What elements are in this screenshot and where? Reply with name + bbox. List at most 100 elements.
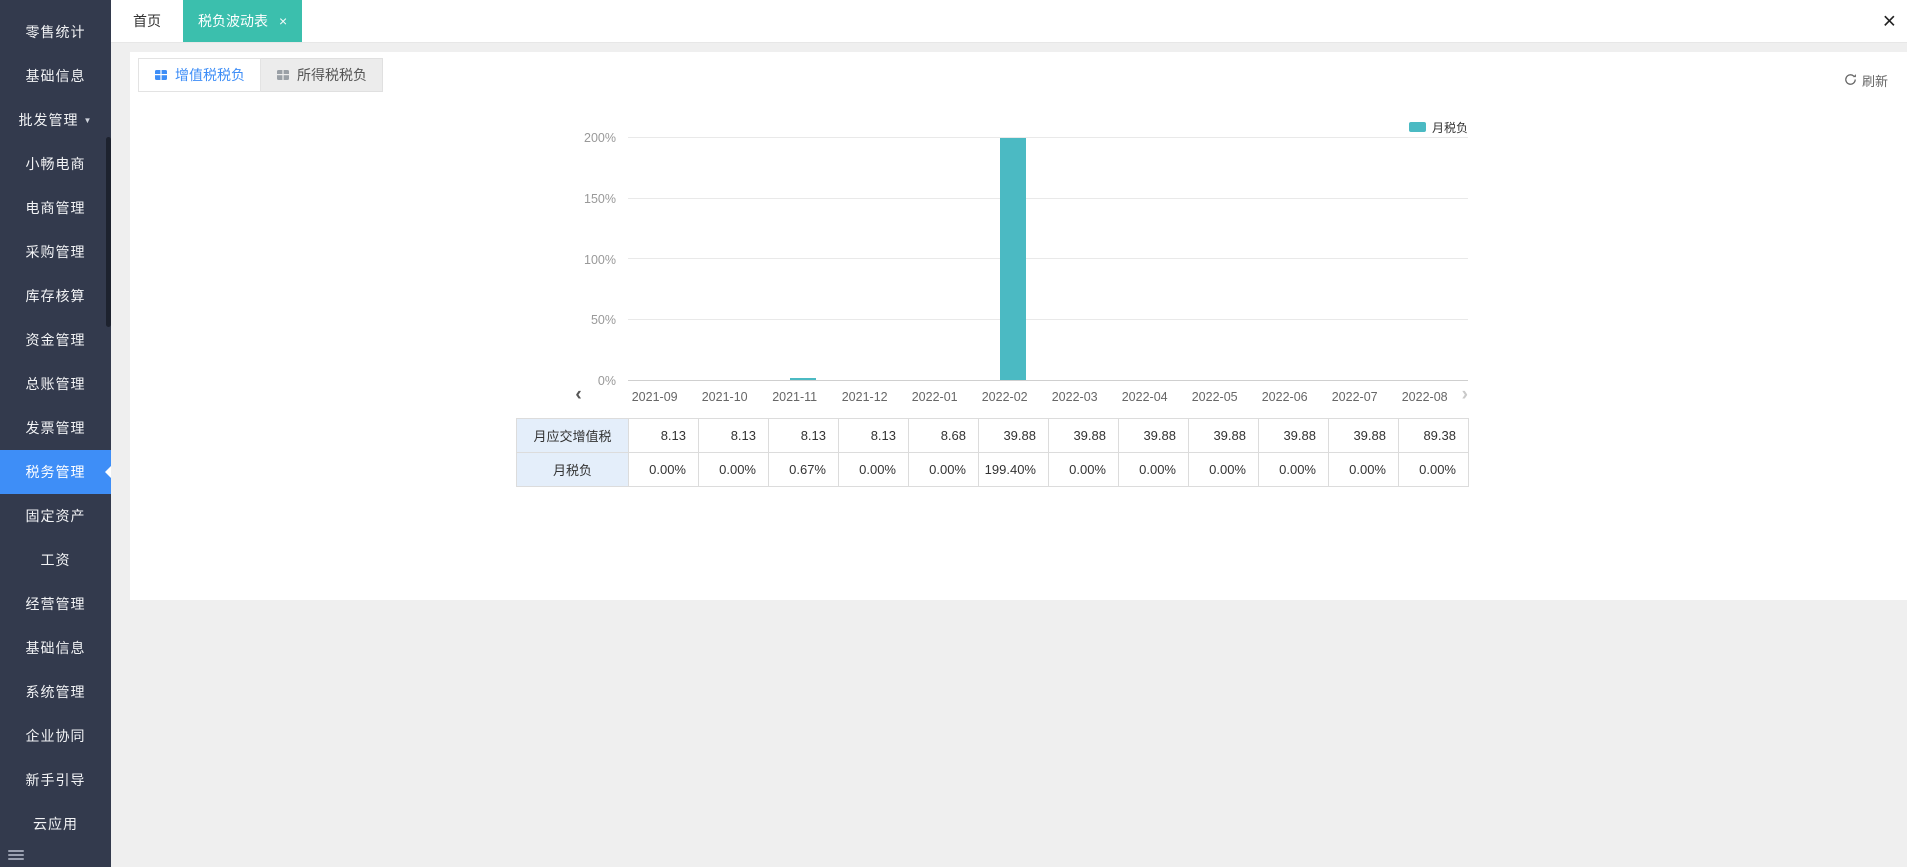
sidebar-item-label: 税务管理	[25, 464, 86, 480]
sidebar-item-11[interactable]: 固定资产	[0, 494, 111, 538]
sidebar-item-13[interactable]: 经营管理	[0, 582, 111, 626]
sidebar-item-17[interactable]: 新手引导	[0, 758, 111, 802]
x-tick-label: 2021-12	[841, 390, 888, 404]
top-tabbar: 首页 税负波动表 × ×	[111, 0, 1907, 43]
bar-2021-11	[790, 378, 816, 380]
table-icon	[154, 68, 168, 82]
table-cell: 0.00%	[838, 452, 909, 487]
bar-slot	[1258, 138, 1328, 380]
table-cell: 39.88	[1328, 418, 1399, 453]
x-tick-label: 2022-02	[981, 390, 1028, 404]
tab-income-tax-burden[interactable]: 所得税税负	[261, 58, 383, 92]
sidebar-item-label: 经营管理	[25, 596, 86, 612]
sidebar-item-label: 总账管理	[25, 376, 86, 392]
y-tick-label: 0%	[597, 374, 616, 388]
bar-slot	[768, 138, 838, 380]
legend-item[interactable]: 月税负	[516, 118, 1468, 136]
sidebar-item-15[interactable]: 系统管理	[0, 670, 111, 714]
refresh-icon	[1844, 73, 1857, 89]
x-tick-label: 2022-08	[1401, 390, 1448, 404]
sidebar-item-label: 小畅电商	[25, 156, 86, 172]
bar-slot	[1118, 138, 1188, 380]
sidebar-item-5[interactable]: 采购管理	[0, 230, 111, 274]
plot-area	[628, 137, 1468, 381]
sidebar-item-16[interactable]: 企业协同	[0, 714, 111, 758]
x-axis-spacer: ‹	[516, 381, 620, 405]
sidebar-scrollbar[interactable]	[106, 137, 111, 327]
tab-tax-fluctuation[interactable]: 税负波动表 ×	[183, 0, 303, 42]
sidebar-item-18[interactable]: 云应用	[0, 802, 111, 846]
bar-slot	[628, 138, 698, 380]
table-cell: 39.88	[978, 418, 1049, 453]
table-cell: 0.00%	[1188, 452, 1259, 487]
panel-tabs: 增值税税负 所得税税负	[130, 52, 1907, 92]
bar-slot	[1188, 138, 1258, 380]
table-cell: 0.00%	[1258, 452, 1329, 487]
row-header: 月应交增值税	[516, 418, 629, 453]
sidebar-item-4[interactable]: 电商管理	[0, 186, 111, 230]
gridline	[628, 258, 1468, 259]
table-cell: 0.00%	[908, 452, 979, 487]
tab-home[interactable]: 首页	[133, 13, 161, 29]
table-cell: 8.13	[698, 418, 769, 453]
launcher-menu-icon[interactable]	[7, 848, 25, 862]
refresh-button[interactable]: 刷新	[1844, 71, 1888, 90]
tab-close-icon[interactable]: ×	[279, 13, 288, 29]
sidebar-item-8[interactable]: 总账管理	[0, 362, 111, 406]
content-area: 增值税税负 所得税税负 刷新	[111, 43, 1907, 867]
sidebar-item-label: 系统管理	[25, 684, 86, 700]
sidebar-item-14[interactable]: 基础信息	[0, 626, 111, 670]
sidebar-item-7[interactable]: 资金管理	[0, 318, 111, 362]
y-tick-label: 150%	[584, 191, 616, 206]
x-tick-label: 2021-11	[772, 390, 818, 404]
sidebar-item-label: 电商管理	[25, 200, 86, 216]
sidebar-item-label: 工资	[40, 552, 71, 568]
bar-slot	[1398, 138, 1468, 380]
chart-next-arrow-icon[interactable]: ›	[1461, 384, 1468, 405]
sidebar-item-2[interactable]: 批发管理 ▼	[0, 98, 111, 142]
table-cell: 0.67%	[768, 452, 839, 487]
active-item-notch-icon	[105, 466, 111, 478]
sidebar-item-3[interactable]: 小畅电商	[0, 142, 111, 186]
bars	[628, 137, 1468, 380]
bar-slot	[908, 138, 978, 380]
sidebar-item-0[interactable]: 零售统计	[0, 10, 111, 54]
y-tick-label: 200%	[584, 131, 616, 145]
sidebar-item-label: 新手引导	[25, 772, 86, 788]
x-tick-label: 2021-10	[701, 390, 748, 404]
chart-prev-arrow-icon[interactable]: ‹	[575, 384, 582, 405]
table-cell: 39.88	[1188, 418, 1259, 453]
table-cell: 8.13	[628, 418, 699, 453]
sidebar-item-1[interactable]: 基础信息	[0, 54, 111, 98]
bar-slot	[698, 138, 768, 380]
sidebar-item-label: 采购管理	[25, 244, 86, 260]
x-tick-label: 2021-09	[631, 390, 678, 404]
table-cell: 0.00%	[698, 452, 769, 487]
table-cell: 0.00%	[1048, 452, 1119, 487]
x-labels: 2021-09 2021-10 2021-11 2021-12 2022-01 2022-…	[620, 381, 1460, 404]
table-cell: 89.38	[1398, 418, 1469, 453]
x-tick-label: 2022-04	[1121, 390, 1168, 404]
x-axis: ‹ 2021-09 2021-10 2021-11 2021-12 2022-01 202…	[516, 381, 1468, 404]
sidebar-item-label: 基础信息	[25, 640, 86, 656]
sidebar-item-6[interactable]: 库存核算	[0, 274, 111, 318]
gridline	[628, 197, 1468, 199]
table-cell: 0.00%	[1398, 452, 1469, 487]
sidebar-item-12[interactable]: 工资	[0, 538, 111, 582]
y-tick-label: 100%	[584, 252, 616, 267]
table-cell: 39.88	[1048, 418, 1119, 453]
window-close-icon[interactable]: ×	[1882, 7, 1896, 34]
table-cell: 39.88	[1118, 418, 1189, 453]
sidebar-item-label: 资金管理	[25, 332, 86, 348]
row-header: 月税负	[516, 452, 629, 487]
sidebar-item-9[interactable]: 发票管理	[0, 406, 111, 450]
tab-vat-tax-burden[interactable]: 增值税税负	[138, 58, 261, 92]
panel-card: 增值税税负 所得税税负 刷新	[130, 52, 1907, 600]
sidebar-item-10[interactable]: 税务管理	[0, 450, 111, 494]
table-cell: 39.88	[1258, 418, 1329, 453]
table-cell: 0.00%	[628, 452, 699, 487]
bar-slot	[1328, 138, 1398, 380]
bar-2022-02	[1000, 137, 1026, 380]
gridline	[628, 137, 1468, 138]
